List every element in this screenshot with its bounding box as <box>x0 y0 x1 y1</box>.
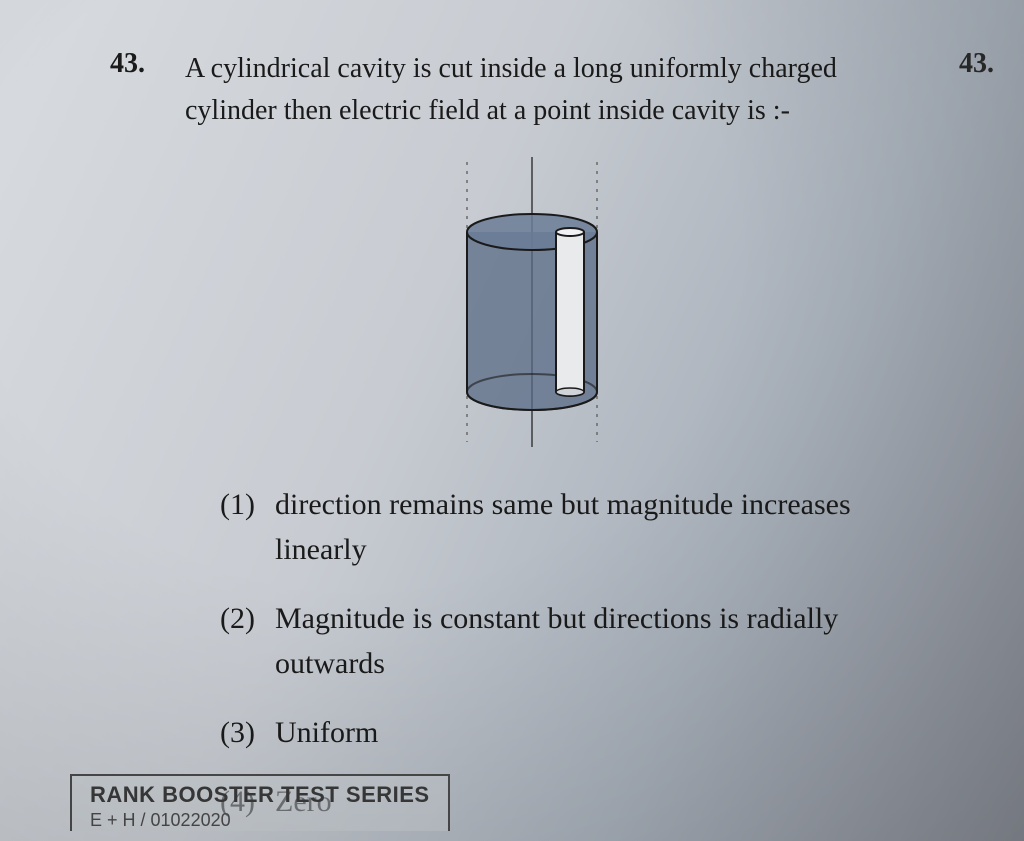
option-text: Uniform <box>275 710 864 755</box>
question-page: 43. 43. A cylindrical cavity is cut insi… <box>0 0 1024 824</box>
footer-title: RANK BOOSTER TEST SERIES <box>90 782 430 808</box>
question-text: A cylindrical cavity is cut inside a lon… <box>185 48 864 132</box>
cylinder-diagram <box>100 152 964 452</box>
footer-box: RANK BOOSTER TEST SERIES E + H / 0102202… <box>70 774 450 831</box>
options-list: (1) direction remains same but magnitude… <box>220 482 864 824</box>
cylinder-svg <box>402 152 662 452</box>
question-number-left: 43. <box>110 48 145 80</box>
cavity-bottom <box>556 388 584 396</box>
option-3: (3) Uniform <box>220 710 864 755</box>
option-text: direction remains same but magnitude inc… <box>275 482 864 572</box>
option-number: (3) <box>220 710 275 755</box>
cavity-body <box>556 232 584 396</box>
footer-sub: E + H / 01022020 <box>90 810 430 831</box>
option-2: (2) Magnitude is constant but directions… <box>220 596 864 686</box>
option-number: (1) <box>220 482 275 572</box>
option-1: (1) direction remains same but magnitude… <box>220 482 864 572</box>
option-number: (2) <box>220 596 275 686</box>
cavity-top <box>556 228 584 236</box>
option-text: Magnitude is constant but directions is … <box>275 596 864 686</box>
question-number-right: 43. <box>959 48 994 80</box>
